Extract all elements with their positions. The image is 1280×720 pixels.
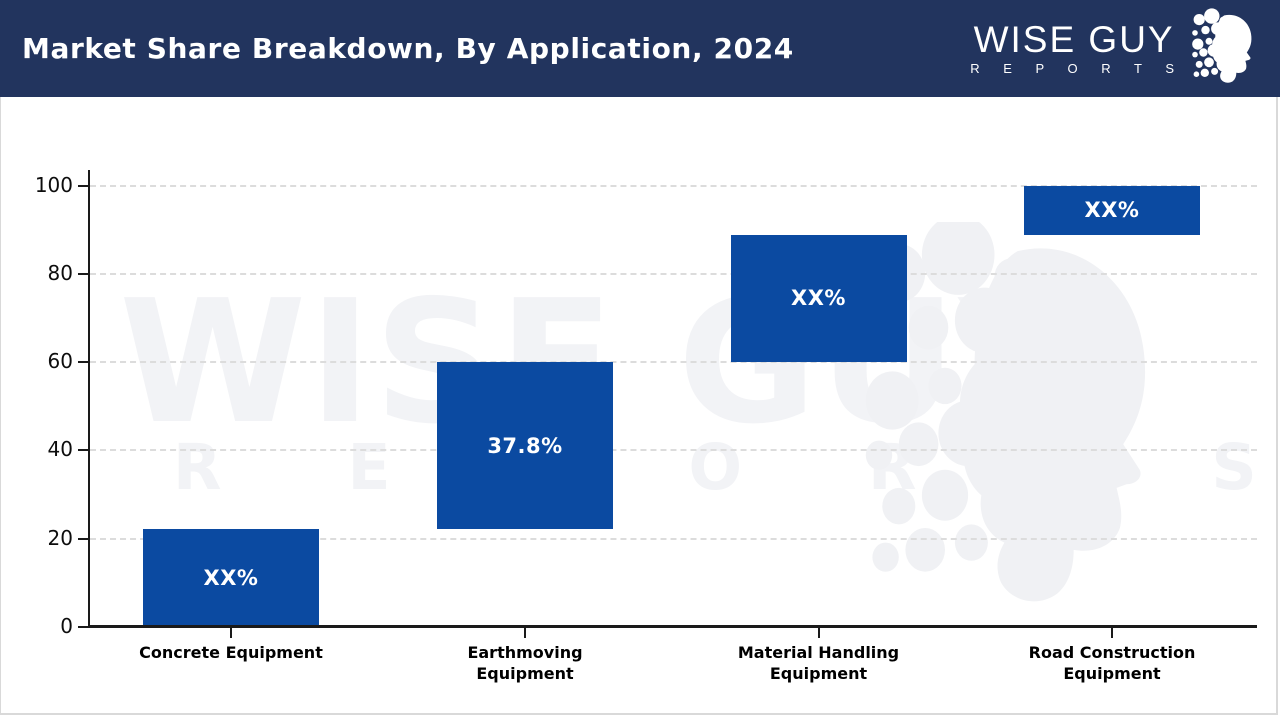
y-tick-label: 100 — [34, 172, 73, 197]
category-label: Earthmoving Equipment — [385, 642, 665, 684]
category-label: Material Handling Equipment — [679, 642, 959, 684]
grid-line — [90, 272, 1257, 275]
waterfall-chart: WISE GUY R E P O R T S 0 20 40 60 80 100 XX% Co… — [1, 97, 1276, 713]
category-label: Road Construction Equipment — [972, 642, 1252, 684]
category-label-line: Earthmoving — [467, 643, 583, 662]
bar-value-label: XX% — [1084, 198, 1140, 223]
bar-value-label: XX% — [791, 286, 846, 311]
y-tick-mark — [78, 184, 88, 187]
dot-head-profile-watermark — [865, 222, 1146, 602]
category-label-line: Equipment — [476, 664, 574, 683]
y-tick-mark — [78, 449, 88, 452]
y-tick-mark — [78, 361, 88, 364]
y-tick-mark — [78, 537, 88, 540]
y-tick-mark — [78, 272, 88, 275]
header-bar: Market Share Breakdown, By Application, … — [0, 0, 1280, 97]
x-tick-mark — [524, 628, 526, 638]
category-label-line: Road Construction — [1028, 643, 1196, 662]
dot-head-profile-icon — [1192, 7, 1252, 83]
grid-line — [90, 537, 1257, 540]
grid-line — [90, 361, 1257, 364]
bar-value-label: 37.8% — [487, 433, 563, 458]
wise-guy-reports-logo: WISE GUY R E P O R T S — [964, 7, 1258, 90]
logo-wise-guy-text: WISE GUY — [973, 19, 1175, 60]
grid-line — [90, 184, 1257, 187]
x-tick-mark — [230, 628, 232, 638]
y-tick-mark — [78, 626, 88, 628]
bar-segment: XX% — [143, 529, 319, 627]
bar-value-label: XX% — [203, 565, 259, 590]
chart-canvas: WISE GUY R E P O R T S 0 20 40 60 80 100 XX% Co… — [0, 97, 1278, 715]
category-label-line: Equipment — [769, 664, 868, 683]
category-label-line: Equipment — [1063, 664, 1161, 683]
grid-line — [90, 449, 1257, 452]
x-axis-line — [88, 625, 1257, 628]
category-label-line: Concrete Equipment — [139, 643, 323, 662]
y-tick-label: 0 — [60, 614, 73, 638]
y-axis-line — [88, 170, 90, 628]
x-tick-mark — [817, 628, 820, 638]
bar-segment: 37.8% — [437, 362, 613, 529]
bar-segment: XX% — [730, 234, 907, 363]
y-tick-label: 40 — [47, 437, 73, 462]
y-tick-label: 60 — [47, 349, 73, 374]
bar-segment: XX% — [1024, 185, 1200, 235]
page-title: Market Share Breakdown, By Application, … — [22, 32, 794, 65]
x-tick-mark — [1111, 628, 1113, 638]
logo-wordmark: WISE GUY R E P O R T S — [964, 21, 1184, 76]
y-tick-label: 20 — [47, 525, 73, 550]
y-tick-label: 80 — [47, 260, 73, 285]
category-label-line: Material Handling — [737, 643, 900, 662]
category-label: Concrete Equipment — [91, 642, 371, 663]
logo-reports-text: R E P O R T S — [970, 61, 1184, 76]
